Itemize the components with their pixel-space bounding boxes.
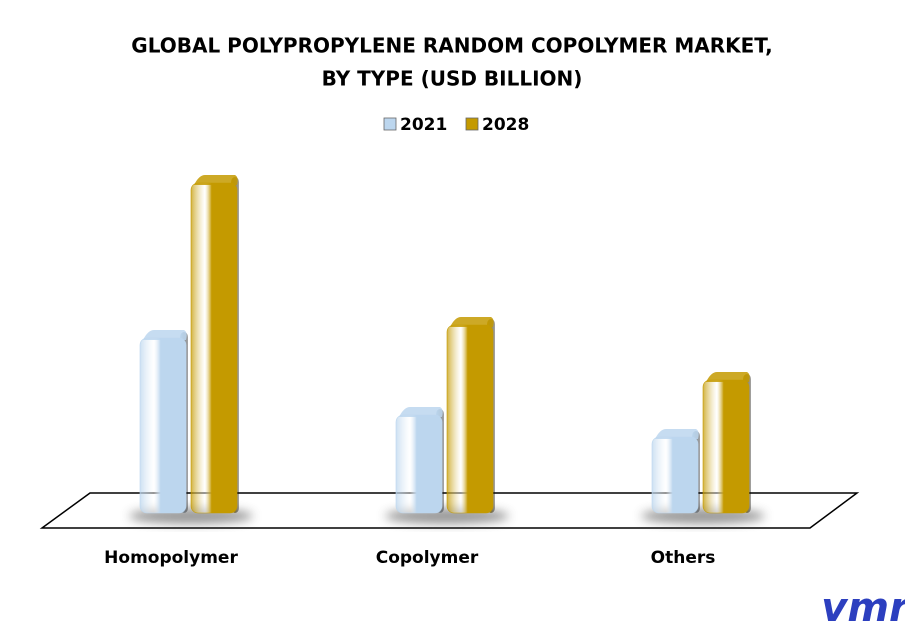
bar-group [446, 317, 495, 514]
x-tick-label: Homopolymer [104, 548, 238, 568]
bar [702, 379, 750, 514]
bar-group [139, 330, 188, 514]
bar-group [702, 372, 751, 514]
x-tick-label: Others [651, 548, 716, 568]
bar [395, 414, 443, 514]
legend-label: 2028 [482, 115, 529, 135]
bar-group [395, 407, 444, 514]
bar-top [655, 429, 699, 439]
bar [139, 337, 187, 514]
bar-top [706, 372, 750, 382]
x-tick-label: Copolymer [376, 548, 479, 568]
chart-title: GLOBAL POLYPROPYLENE RANDOM COPOLYMER MA… [131, 34, 772, 58]
bar-group [190, 175, 239, 514]
legend-swatch [465, 117, 479, 131]
bar [190, 182, 238, 514]
bar-group [651, 429, 700, 514]
legend-label: 2021 [400, 115, 447, 135]
legend-swatch [383, 117, 397, 131]
logo: vmr [821, 585, 905, 631]
chart-title: BY TYPE (USD BILLION) [322, 67, 583, 91]
bar-top [399, 407, 443, 417]
bar-top [450, 317, 494, 327]
bar-top [194, 175, 238, 185]
bar-top [143, 330, 187, 340]
bar [446, 324, 494, 514]
bar [651, 436, 699, 514]
